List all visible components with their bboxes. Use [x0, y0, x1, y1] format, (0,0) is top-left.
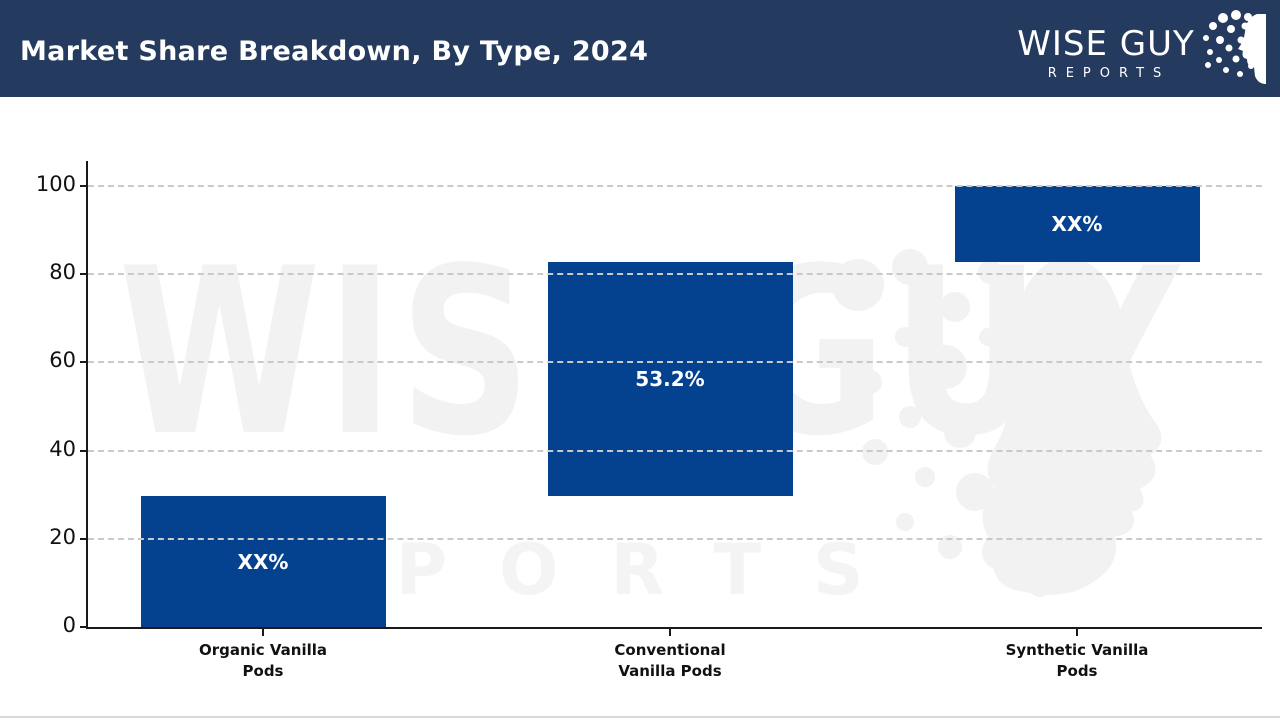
- gridline-100: [88, 185, 1262, 187]
- bar-segment: [140, 496, 386, 627]
- bar-segment: [547, 261, 793, 497]
- bar-value-label: XX%: [237, 549, 289, 574]
- brand-logo: WISE GUY REPORTS: [1016, 6, 1266, 92]
- header-bar: Market Share Breakdown, By Type, 2024 WI…: [0, 0, 1280, 97]
- gridline-60: [88, 361, 1262, 364]
- x-category-label-line: Synthetic Vanilla: [1005, 641, 1149, 659]
- y-tick-mark: [80, 361, 88, 364]
- gridline-80: [88, 273, 1262, 276]
- y-tick-mark: [80, 537, 88, 540]
- dotted-face-icon: [1203, 10, 1266, 84]
- page-title: Market Share Breakdown, By Type, 2024: [20, 36, 649, 67]
- y-tick-mark: [80, 185, 88, 187]
- x-category-label: Organic Vanilla Pods: [103, 640, 423, 682]
- x-category-label-line: Pods: [242, 662, 284, 680]
- x-category-label: Conventional Vanilla Pods: [510, 640, 830, 682]
- y-tick-label: 20: [49, 524, 76, 549]
- x-category-label-line: Organic Vanilla: [198, 641, 328, 659]
- gridline-40: [88, 449, 1262, 452]
- y-tick-label: 100: [35, 172, 76, 196]
- bar-value-label: 53.2%: [635, 367, 705, 392]
- y-tick-label: 0: [62, 613, 76, 637]
- footer-divider: [0, 716, 1280, 718]
- y-tick-mark: [80, 273, 88, 276]
- x-tick-mark: [669, 629, 671, 636]
- brand-name: WISE GUY: [1017, 24, 1195, 64]
- watermark-face-icon: [832, 249, 1162, 597]
- x-tick-mark: [1076, 629, 1078, 636]
- bar-value-label: XX%: [1051, 211, 1103, 236]
- x-category-label-line: Vanilla Pods: [618, 662, 722, 680]
- x-category-label: Synthetic Vanilla Pods: [917, 640, 1237, 682]
- x-tick-mark: [262, 629, 264, 636]
- y-tick-label: 40: [49, 436, 76, 461]
- x-category-label-line: Conventional: [614, 641, 726, 659]
- plot-region: 0 20 40 60 80 100 XX% Organic Vanilla Pods 53.2% C…: [0, 97, 1280, 717]
- chart-area: WISE GUY REPORTS 020406080100XX%Organic …: [0, 97, 1280, 717]
- y-axis-line: [86, 161, 88, 629]
- brand-subtitle: REPORTS: [1047, 66, 1171, 81]
- x-category-label-line: Pods: [1056, 662, 1098, 680]
- bar-segment: [954, 186, 1200, 262]
- y-tick-mark: [80, 626, 88, 628]
- y-tick-label: 60: [49, 348, 76, 373]
- y-tick-label: 80: [49, 260, 76, 285]
- x-axis-line: [86, 627, 1262, 629]
- y-tick-mark: [80, 449, 88, 452]
- brand-logo-text: WISE GUY REPORTS: [1016, 24, 1196, 81]
- gridline-20: [88, 537, 1262, 540]
